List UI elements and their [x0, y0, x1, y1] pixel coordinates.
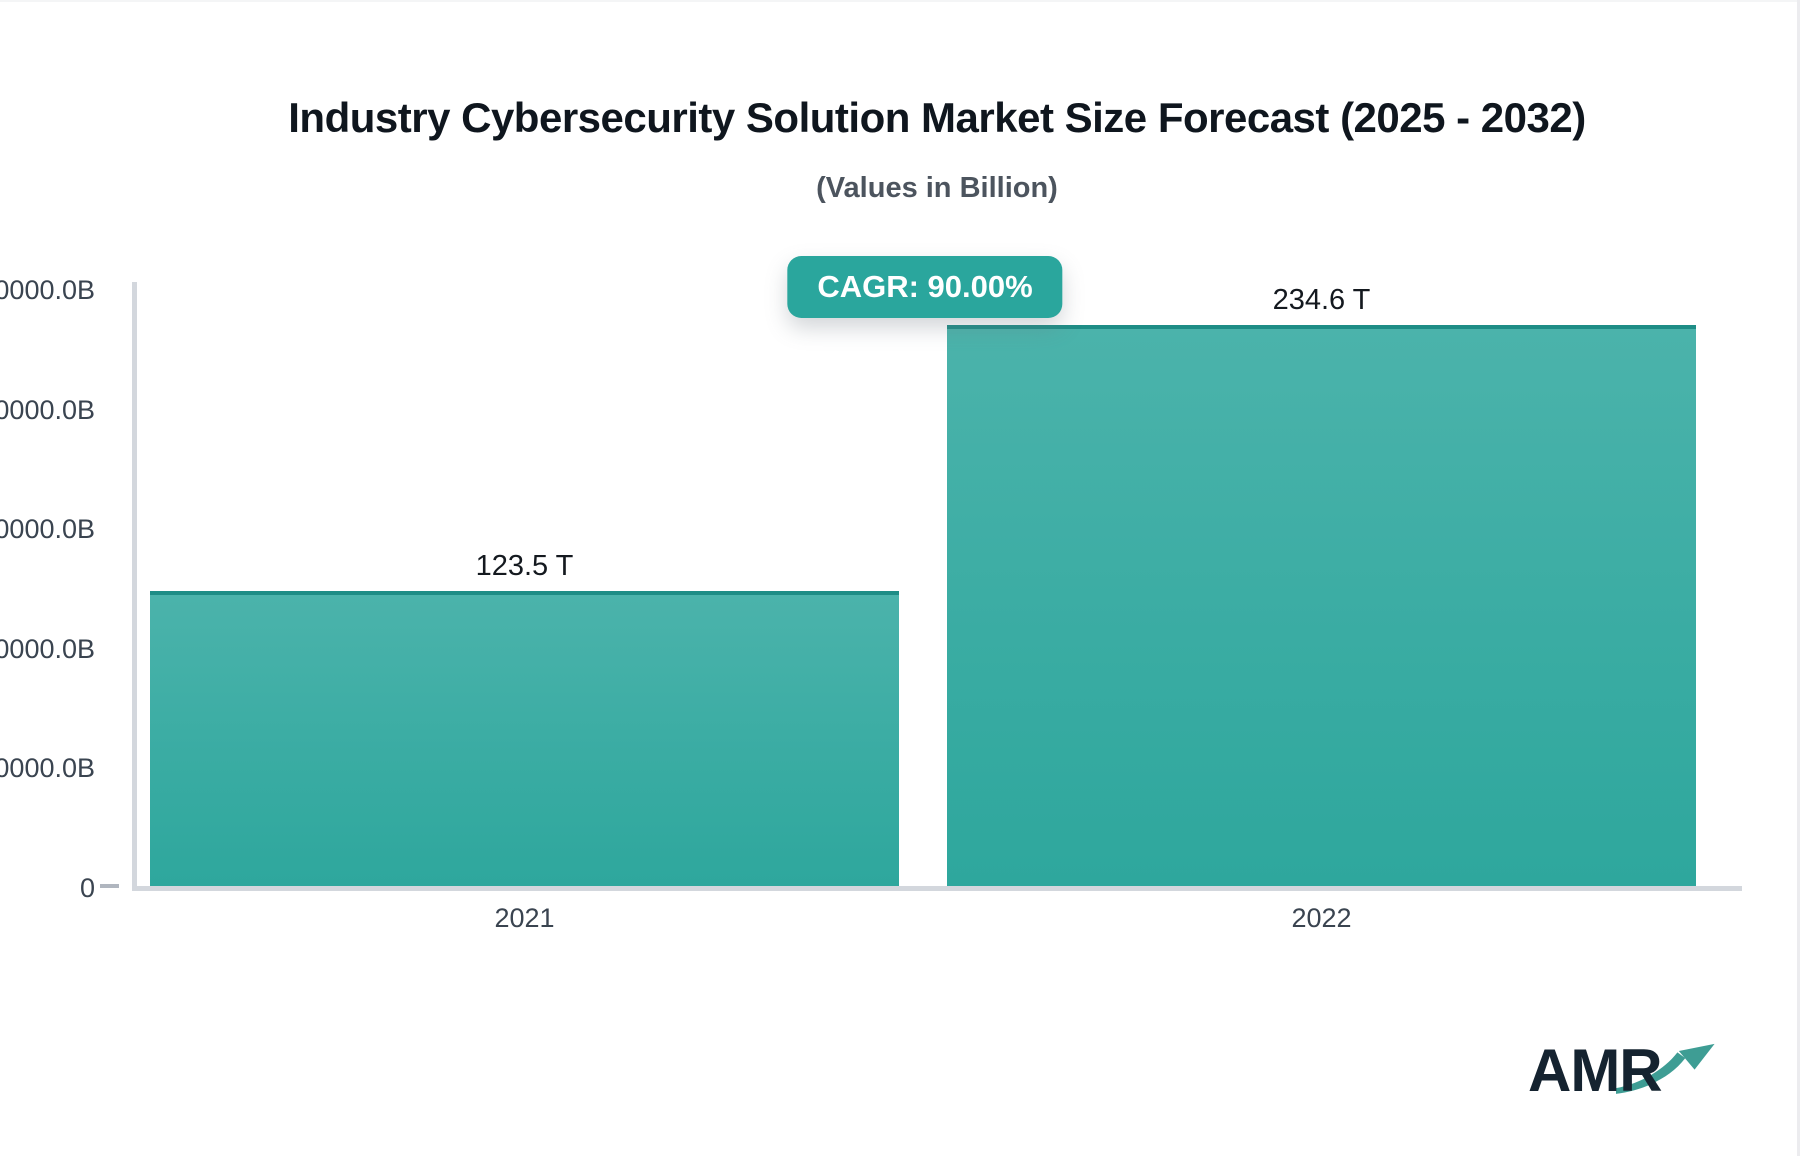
cagr-badge: CAGR: 90.00% [787, 256, 1063, 318]
x-tick-label: 2022 [1291, 903, 1352, 933]
bar-value-label: 234.6 T [1272, 284, 1371, 316]
y-tick-label: 200000.0B [0, 395, 95, 425]
bar-value-label: 123.5 T [475, 550, 574, 582]
chart-title: Industry Cybersecurity Solution Market S… [288, 94, 1586, 141]
x-tick-label: 2021 [494, 903, 555, 933]
bar-2022 [947, 325, 1696, 886]
bar-2021 [150, 591, 899, 886]
chart-subtitle: (Values in Billion) [816, 172, 1058, 204]
y-tick-label: 250000.0B [0, 275, 95, 305]
zero-tick-mark [100, 884, 119, 888]
y-tick-label: 50000.0B [0, 753, 95, 783]
y-axis-line [132, 282, 137, 890]
y-tick-label: 0 [79, 873, 95, 903]
x-axis-line [132, 886, 1742, 891]
trend-up-arrow-icon [1616, 1043, 1715, 1094]
amr-logo-text: AMR [1528, 1037, 1663, 1104]
y-tick-label: 100000.0B [0, 634, 95, 664]
y-tick-label: 150000.0B [0, 514, 95, 544]
amr-logo: AMR [1528, 1036, 1768, 1124]
